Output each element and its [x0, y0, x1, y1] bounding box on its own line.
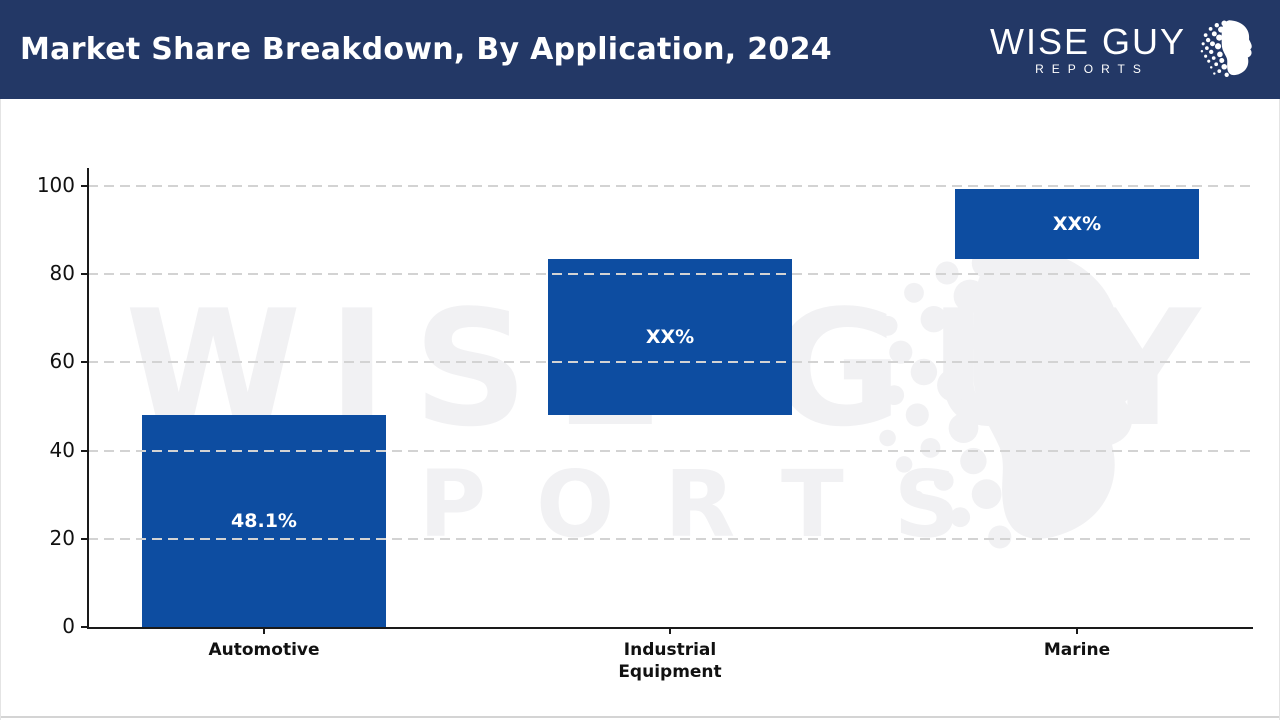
y-tick-label: 80 — [49, 261, 75, 286]
x-tick-mark — [669, 627, 671, 634]
page-title: Market Share Breakdown, By Application, … — [20, 32, 832, 67]
bar-value-label: XX% — [645, 326, 695, 349]
bar-marine: XX% — [955, 188, 1199, 260]
bar-value-label: 48.1% — [231, 509, 297, 532]
x-category-label: Marine — [1043, 640, 1111, 660]
waterfall-chart: WISE GUY REPORTS 02040608010048.1%Automo… — [0, 99, 1280, 720]
bar-industrial-equipment: XX% — [548, 259, 792, 415]
gridline-60 — [88, 361, 1253, 364]
y-tick-label: 0 — [62, 614, 75, 638]
y-tick-mark — [81, 273, 88, 276]
gridline-40 — [88, 449, 1253, 452]
x-axis-line — [87, 627, 1253, 629]
bar-value-label: XX% — [1052, 212, 1102, 235]
logo-wordmark: WISE GUY REPORTS — [989, 21, 1186, 77]
gridline-100 — [88, 185, 1253, 187]
y-tick-mark — [81, 626, 88, 628]
y-tick-label: 60 — [49, 349, 75, 374]
y-tick-mark — [81, 185, 88, 187]
wiseguy-face-icon — [1200, 19, 1252, 77]
logo-wordmark-line2: REPORTS — [1035, 62, 1149, 76]
x-category-label: Industrial Equipment — [618, 640, 722, 682]
y-tick-label: 20 — [49, 525, 75, 550]
x-tick-mark — [1076, 627, 1078, 634]
x-tick-mark — [263, 627, 265, 634]
gridline-80 — [88, 273, 1253, 276]
wiseguy-logo: WISE GUY REPORTS — [990, 13, 1254, 87]
x-category-label: Automotive — [208, 640, 320, 660]
gridline-20 — [88, 537, 1253, 540]
watermark-face-icon — [861, 246, 1134, 549]
y-tick-mark — [81, 449, 88, 452]
logo-wordmark-line1: WISE GUY — [989, 21, 1186, 62]
y-tick-mark — [81, 361, 88, 364]
y-axis-line — [87, 168, 89, 629]
left-border — [0, 99, 1, 720]
y-tick-label: 100 — [36, 173, 75, 197]
bar-automotive: 48.1% — [142, 414, 386, 627]
y-tick-mark — [81, 537, 88, 540]
header-bar: Market Share Breakdown, By Application, … — [0, 0, 1280, 99]
bottom-border — [0, 716, 1280, 718]
y-tick-label: 40 — [49, 437, 75, 462]
